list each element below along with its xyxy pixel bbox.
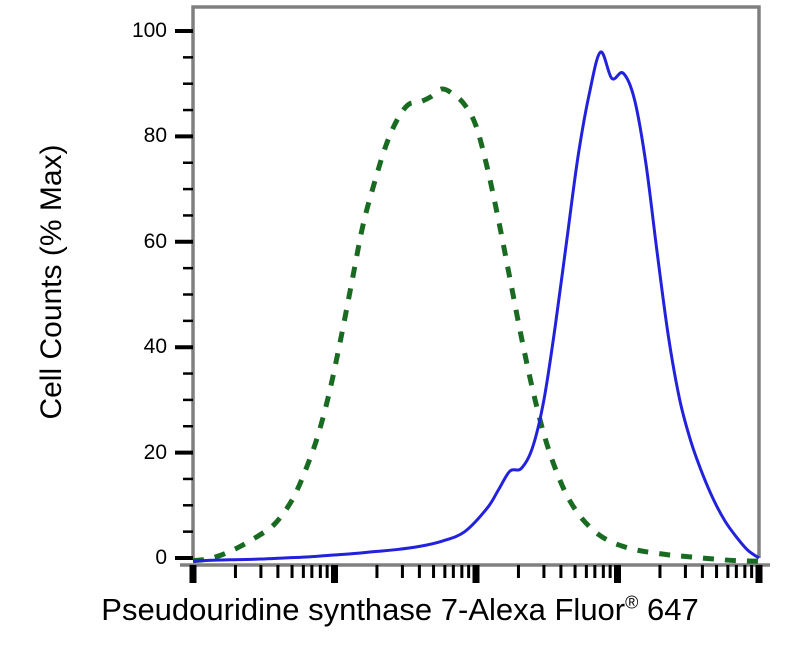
- y-tick-label-0: 0: [155, 546, 167, 569]
- x-axis-ticks: [189, 565, 763, 583]
- y-axis-ticks: [175, 29, 193, 560]
- plot-frame: [191, 5, 761, 558]
- y-tick-label-60: 60: [143, 229, 167, 253]
- y-tick-label-20: 20: [143, 440, 167, 464]
- x-axis-title: Pseudouridine synthase 7-Alexa Fluor® 64…: [0, 592, 800, 628]
- series-isotype-control-line: [192, 86, 760, 564]
- y-axis-title: Cell Counts (% Max): [35, 144, 68, 420]
- x-axis-title-suffix: 647: [638, 592, 699, 627]
- x-axis-title-main: Pseudouridine synthase 7-Alexa Fluor: [101, 592, 626, 627]
- registered-trademark-icon: ®: [625, 592, 639, 613]
- y-tick-label-40: 40: [143, 335, 167, 359]
- series-antibody-line: [192, 50, 760, 563]
- y-tick-label-100: 100: [131, 19, 167, 42]
- y-tick-label-80: 80: [143, 124, 167, 148]
